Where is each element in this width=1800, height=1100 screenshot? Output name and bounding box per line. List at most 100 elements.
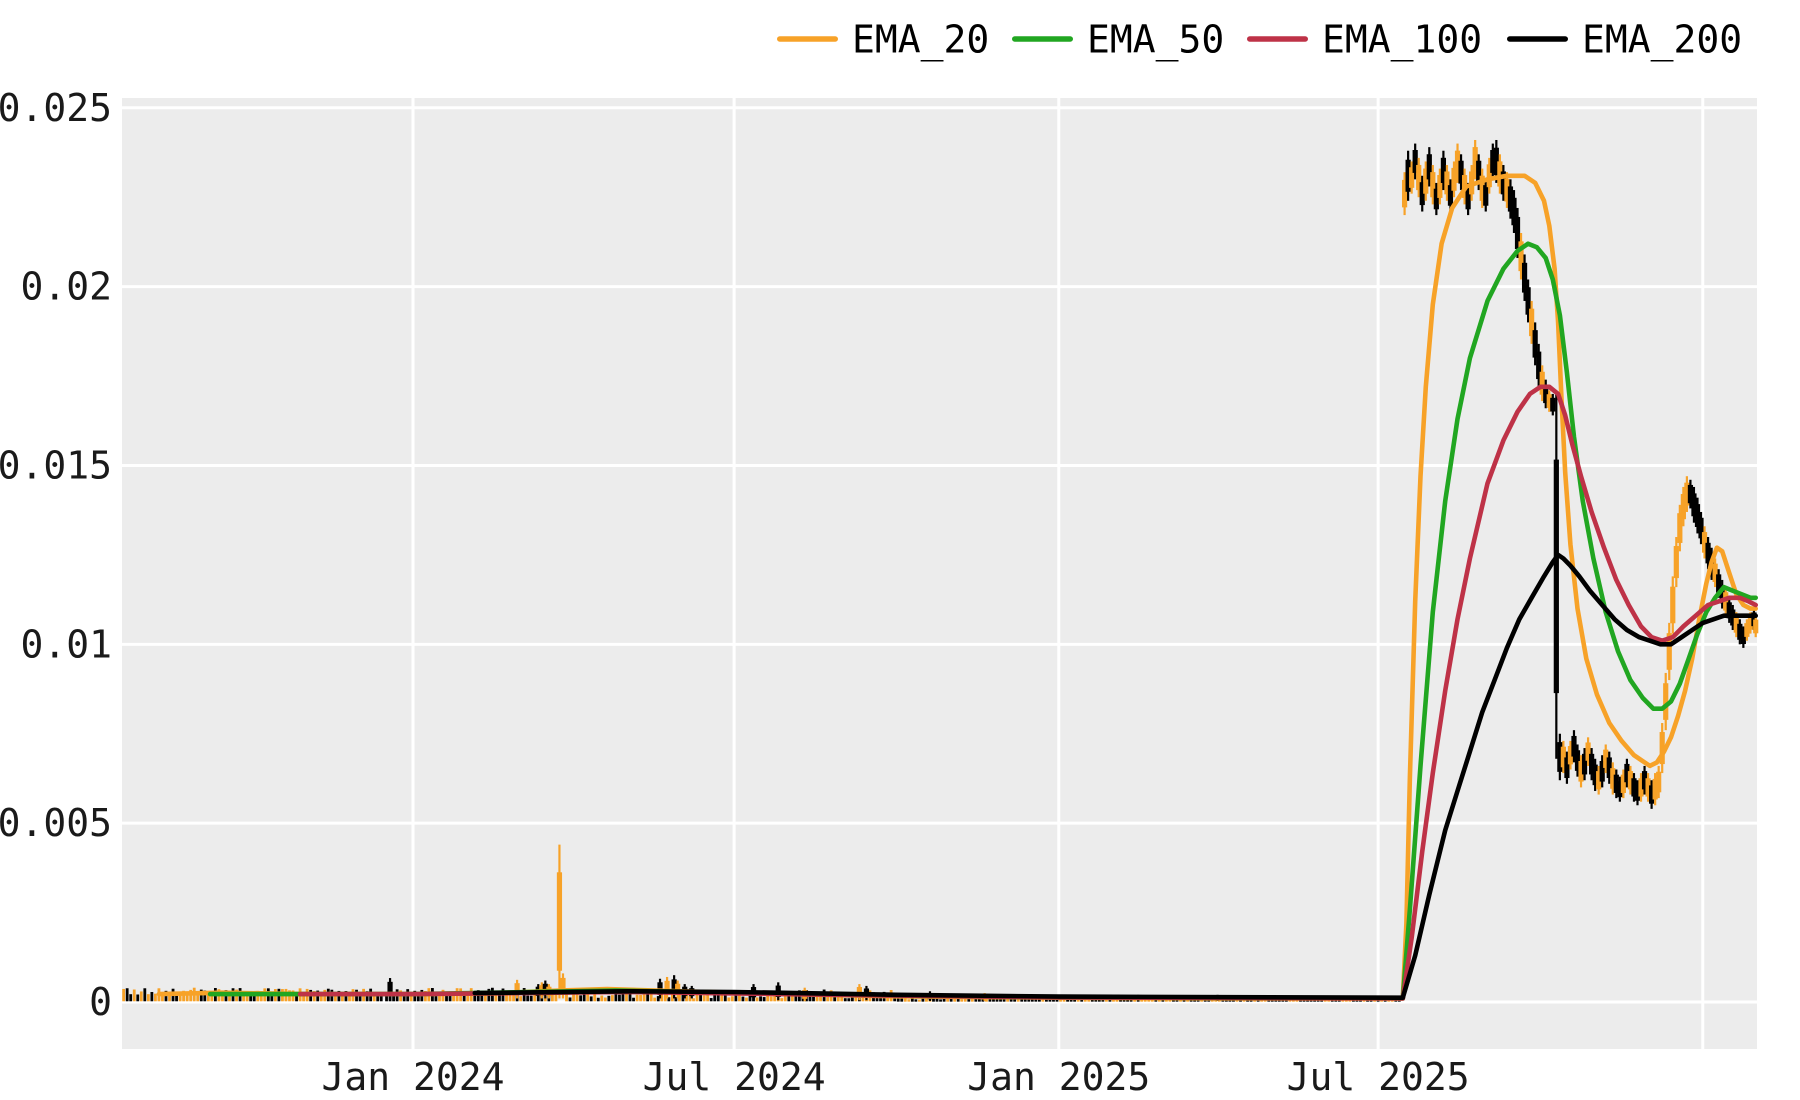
candle [610,995,614,1002]
candle [879,998,882,1002]
candle-body [1620,774,1626,793]
candle-body [1578,760,1584,782]
candle [695,991,699,1002]
candle [794,993,798,1002]
candle [678,990,681,1002]
candle [379,992,383,1002]
candle-body [1430,172,1436,198]
candle [674,997,678,1002]
candle [713,994,717,1002]
candle-body [1553,459,1559,694]
candle-body [1613,774,1619,793]
candle-body [1747,615,1754,630]
candle [333,992,337,1002]
candle [702,995,706,1002]
candle-body [1546,394,1552,408]
candle [150,991,154,1002]
candle-body [1454,150,1461,176]
ema-line-ema_100 [297,384,1758,1001]
candle [596,997,600,1002]
candle-body [1659,732,1665,765]
candle [738,993,741,1002]
candle [977,998,981,1002]
candle-body [671,979,677,995]
candle [533,989,537,1002]
candle-body [1543,384,1549,404]
candle-body [1412,150,1418,173]
candle [302,993,306,1002]
candle [861,995,865,1002]
candle-body [1497,161,1503,187]
candle [907,999,911,1002]
candle-body [1465,188,1471,210]
candle-body [1529,308,1535,337]
candle [692,998,695,1002]
candle [1066,999,1069,1002]
candle [656,996,660,1002]
candle-body [1617,781,1623,798]
ema-line-series [156,173,1758,1001]
candle [769,996,773,1002]
candle-body [1490,150,1496,173]
x-tick-label: Jan 2025 [967,1055,1150,1099]
legend-item-ema-20: EMA_20 [777,18,989,63]
legend-line-sample [1247,36,1308,42]
candle-body [1451,167,1457,191]
candle [699,992,702,1002]
candle [896,996,900,1002]
candle-body [1627,771,1634,790]
candle [787,995,791,1002]
candle-body [1585,742,1591,761]
candle [519,996,523,1002]
candle [409,991,413,1002]
candle [122,988,126,1002]
candle [734,993,738,1002]
candle [970,999,974,1002]
candle-body [1606,757,1612,779]
chart-legend: EMA_20 EMA_50 EMA_100 EMA_200 [777,18,1742,63]
candle [438,995,441,1002]
candle [999,998,1002,1002]
candle [1143,999,1147,1002]
candle-body [1567,746,1574,765]
candle-body [1733,616,1739,633]
candle [575,993,579,1002]
ema-line-ema_50 [207,241,1758,1001]
candle [639,994,643,1002]
candle [448,991,452,1002]
candle-body [1423,168,1429,194]
y-tick-label: 0.025 [0,86,112,130]
candle [473,994,477,1002]
candle [660,991,664,1002]
legend-label: EMA_100 [1322,18,1482,63]
candle-body [1405,159,1411,192]
candle [1369,999,1373,1002]
candle [1030,998,1034,1002]
candle [847,998,851,1002]
candle [178,993,182,1002]
candle-body [387,981,393,996]
candle [688,995,692,1002]
candle [203,990,207,1002]
candle [850,994,854,1002]
candle-body [1712,563,1718,582]
candle [748,992,752,1002]
legend-item-ema-50: EMA_50 [1012,18,1224,63]
candle [745,997,748,1002]
candle-body [1663,683,1669,720]
legend-line-sample [1012,36,1073,42]
candle-body [1705,542,1711,564]
candle-body [1698,517,1704,539]
candle-body [1479,175,1485,201]
candle-body [1511,197,1517,226]
candle-body [1440,157,1447,183]
candle-body [1649,785,1655,804]
candle [843,998,847,1002]
candle [146,994,150,1002]
candle-body [560,977,566,994]
candle-body [1483,185,1489,206]
candle [783,993,787,1002]
candle [727,997,731,1002]
candle-body [1751,612,1757,627]
candle [508,991,512,1002]
